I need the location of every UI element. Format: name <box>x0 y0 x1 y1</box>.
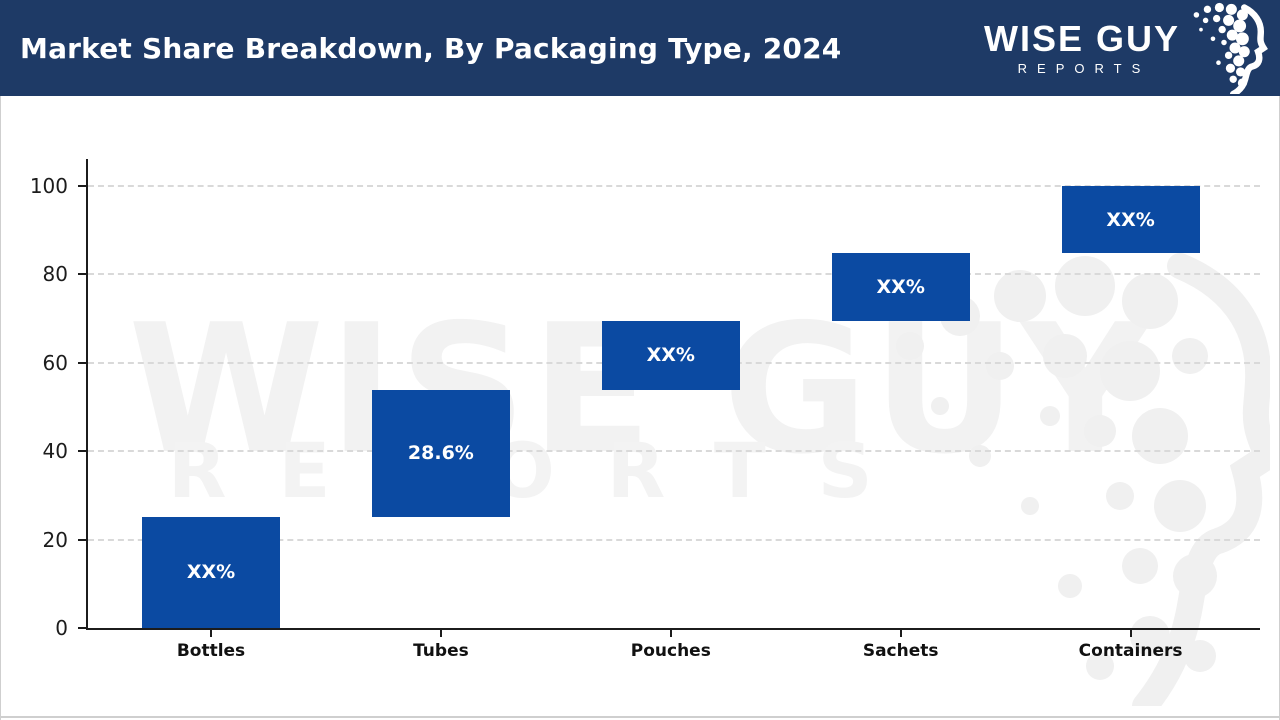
gridline <box>88 273 1260 276</box>
header: Market Share Breakdown, By Packaging Typ… <box>0 0 1280 96</box>
page-border-left <box>0 96 1 720</box>
y-tick-mark <box>78 538 86 541</box>
category-label: Containers <box>1078 641 1183 661</box>
logo-tagline: REPORTS <box>1017 60 1151 76</box>
page-title: Market Share Breakdown, By Packaging Typ… <box>20 31 842 65</box>
bar: XX% <box>142 516 280 628</box>
y-axis-line <box>86 159 88 630</box>
logo-face-icon <box>1193 2 1268 94</box>
category-label: Sachets <box>862 641 939 661</box>
bar-value-label: XX% <box>1106 208 1155 231</box>
bar-value-label: XX% <box>186 561 236 584</box>
y-tick-mark <box>78 450 86 453</box>
bar: XX% <box>1061 186 1200 254</box>
x-tick-mark <box>899 630 902 637</box>
bar-value-label: XX% <box>646 344 695 367</box>
category-label: Pouches <box>630 641 711 661</box>
page-border-bottom <box>0 716 1280 718</box>
x-tick-mark <box>439 630 442 637</box>
y-tick-mark <box>78 361 86 364</box>
logo-text: WISE GUY REPORTS <box>983 17 1180 76</box>
x-tick-mark <box>1129 630 1132 637</box>
x-tick-mark <box>669 630 672 637</box>
x-axis-line <box>86 628 1260 630</box>
y-tick-mark <box>78 273 86 276</box>
bar: 28.6% <box>371 390 510 517</box>
y-tick-label: 20 <box>42 527 68 552</box>
y-tick-label: 60 <box>42 350 68 375</box>
bar: XX% <box>831 253 970 321</box>
gridline <box>88 538 1260 541</box>
category-label: Bottles <box>176 641 246 661</box>
logo-name: WISE GUY <box>983 17 1180 59</box>
y-tick-label: 0 <box>55 616 68 640</box>
y-tick-mark <box>78 627 86 629</box>
bar: XX% <box>601 320 740 391</box>
gridline <box>88 450 1260 453</box>
y-tick-label: 40 <box>42 439 68 464</box>
y-tick-label: 100 <box>29 174 68 198</box>
y-tick-mark <box>78 185 86 187</box>
chart-area: WISE GUY REPORTS 020406080100XX%Bottles2… <box>0 96 1280 720</box>
category-label: Tubes <box>413 641 469 661</box>
gridline <box>88 185 1260 187</box>
bar-value-label: 28.6% <box>407 442 474 465</box>
watermark-line2: REPORTS <box>168 426 925 515</box>
x-tick-mark <box>210 630 212 637</box>
y-tick-label: 80 <box>42 262 68 287</box>
brand-logo: WISE GUY REPORTS <box>984 0 1274 96</box>
bar-value-label: XX% <box>876 275 925 298</box>
